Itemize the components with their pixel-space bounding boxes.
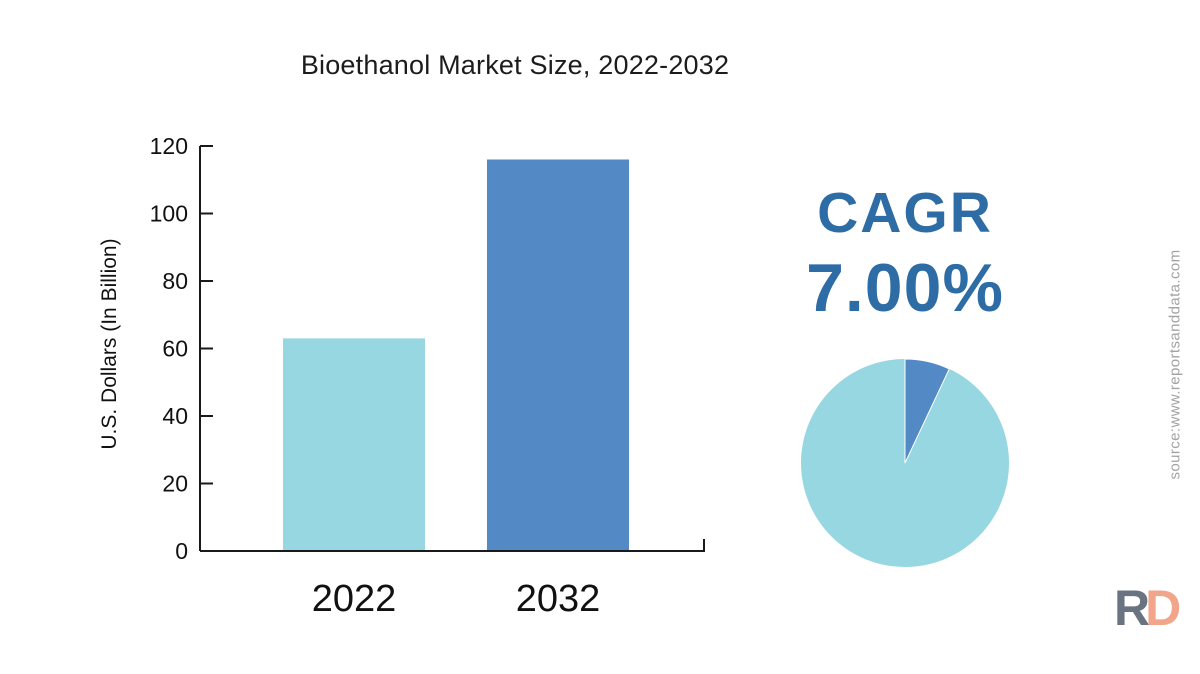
x-category-label-2032: 2032 [516, 578, 601, 620]
y-tick-label: 20 [162, 471, 188, 497]
pie-slice-cagr [904, 358, 950, 464]
logo-letter-d: D [1145, 580, 1181, 636]
y-tick-label: 100 [150, 201, 188, 227]
cagr-label: CAGR [817, 181, 993, 245]
y-tick-label: 120 [150, 133, 188, 159]
cagr-value: 7.00% [806, 250, 1004, 326]
x-category-label-2022: 2022 [312, 578, 397, 620]
y-tick-label: 60 [162, 336, 188, 362]
y-tick-label: 80 [162, 268, 188, 294]
bar-chart: 0 20 40 60 80 100 120 2022 2032 [150, 133, 705, 620]
logo-letter-r: R [1114, 580, 1150, 636]
y-tick-label: 40 [162, 403, 188, 429]
brand-logo: RD [1114, 580, 1181, 636]
source-attribution: source:www.reportsanddata.com [1166, 249, 1184, 480]
bar-2022 [283, 338, 425, 551]
chart-title: Bioethanol Market Size, 2022-2032 [300, 50, 730, 80]
bar-2032 [487, 159, 629, 551]
y-tick-label: 0 [175, 538, 188, 564]
pie-chart [801, 358, 1009, 567]
cagr-panel: CAGR 7.00% [780, 182, 1030, 574]
y-axis-title: U.S. Dollars (In Billion) [98, 238, 121, 450]
